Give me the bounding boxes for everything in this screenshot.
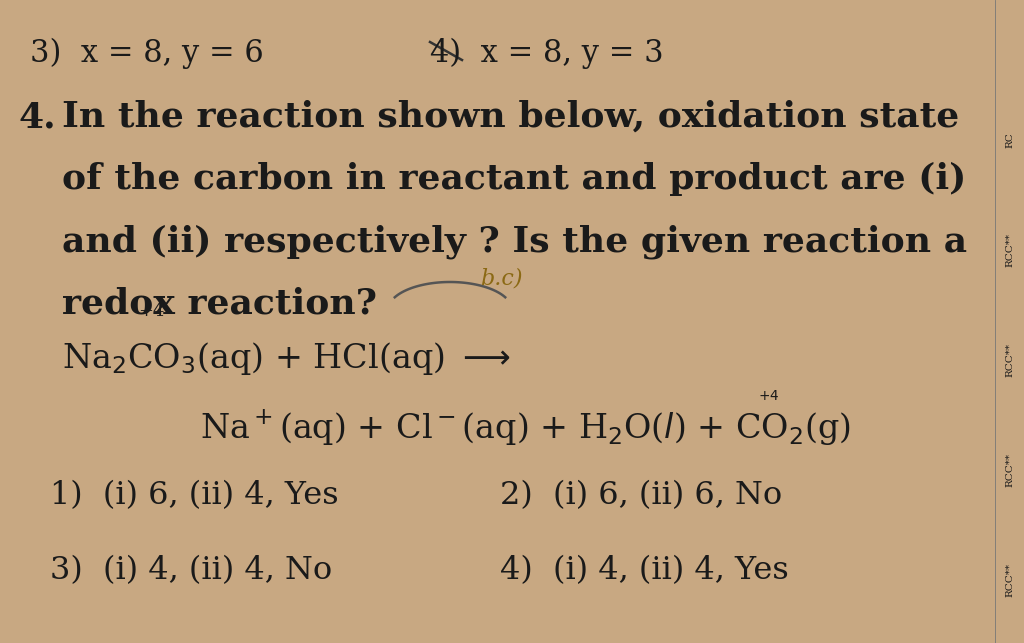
Text: Na$_2$CO$_3$(aq) + HCl(aq) $\longrightarrow$: Na$_2$CO$_3$(aq) + HCl(aq) $\longrightar… xyxy=(62,340,511,377)
Text: 4.: 4. xyxy=(18,100,55,134)
Text: 3)  (i) 4, (ii) 4, No: 3) (i) 4, (ii) 4, No xyxy=(50,555,332,586)
Text: 2)  (i) 6, (ii) 6, No: 2) (i) 6, (ii) 6, No xyxy=(500,480,782,511)
Text: $^{+4}$: $^{+4}$ xyxy=(758,392,779,410)
Text: b.c): b.c) xyxy=(480,268,522,290)
Text: RCC**: RCC** xyxy=(1006,563,1015,597)
Text: RCC**: RCC** xyxy=(1006,343,1015,377)
Text: RCC**: RCC** xyxy=(1006,453,1015,487)
Text: RCC**: RCC** xyxy=(1006,233,1015,267)
Text: 4)  x = 8, y = 3: 4) x = 8, y = 3 xyxy=(430,38,664,69)
Text: 4)  (i) 4, (ii) 4, Yes: 4) (i) 4, (ii) 4, Yes xyxy=(500,555,788,586)
Text: RC: RC xyxy=(1006,132,1015,148)
Text: redox reaction?: redox reaction? xyxy=(62,286,377,320)
Text: 1)  (i) 6, (ii) 4, Yes: 1) (i) 6, (ii) 4, Yes xyxy=(50,480,339,511)
Text: and (ii) respectively ? Is the given reaction a: and (ii) respectively ? Is the given rea… xyxy=(62,224,967,258)
Text: Na$^+$(aq) + Cl$^-$(aq) + H$_2$O($l$) + CO$_2$(g): Na$^+$(aq) + Cl$^-$(aq) + H$_2$O($l$) + … xyxy=(200,408,851,448)
Text: In the reaction shown below, oxidation state: In the reaction shown below, oxidation s… xyxy=(62,100,959,134)
Text: 3)  x = 8, y = 6: 3) x = 8, y = 6 xyxy=(30,38,264,69)
Text: +4: +4 xyxy=(138,302,165,320)
Text: of the carbon in reactant and product are (i): of the carbon in reactant and product ar… xyxy=(62,162,967,196)
